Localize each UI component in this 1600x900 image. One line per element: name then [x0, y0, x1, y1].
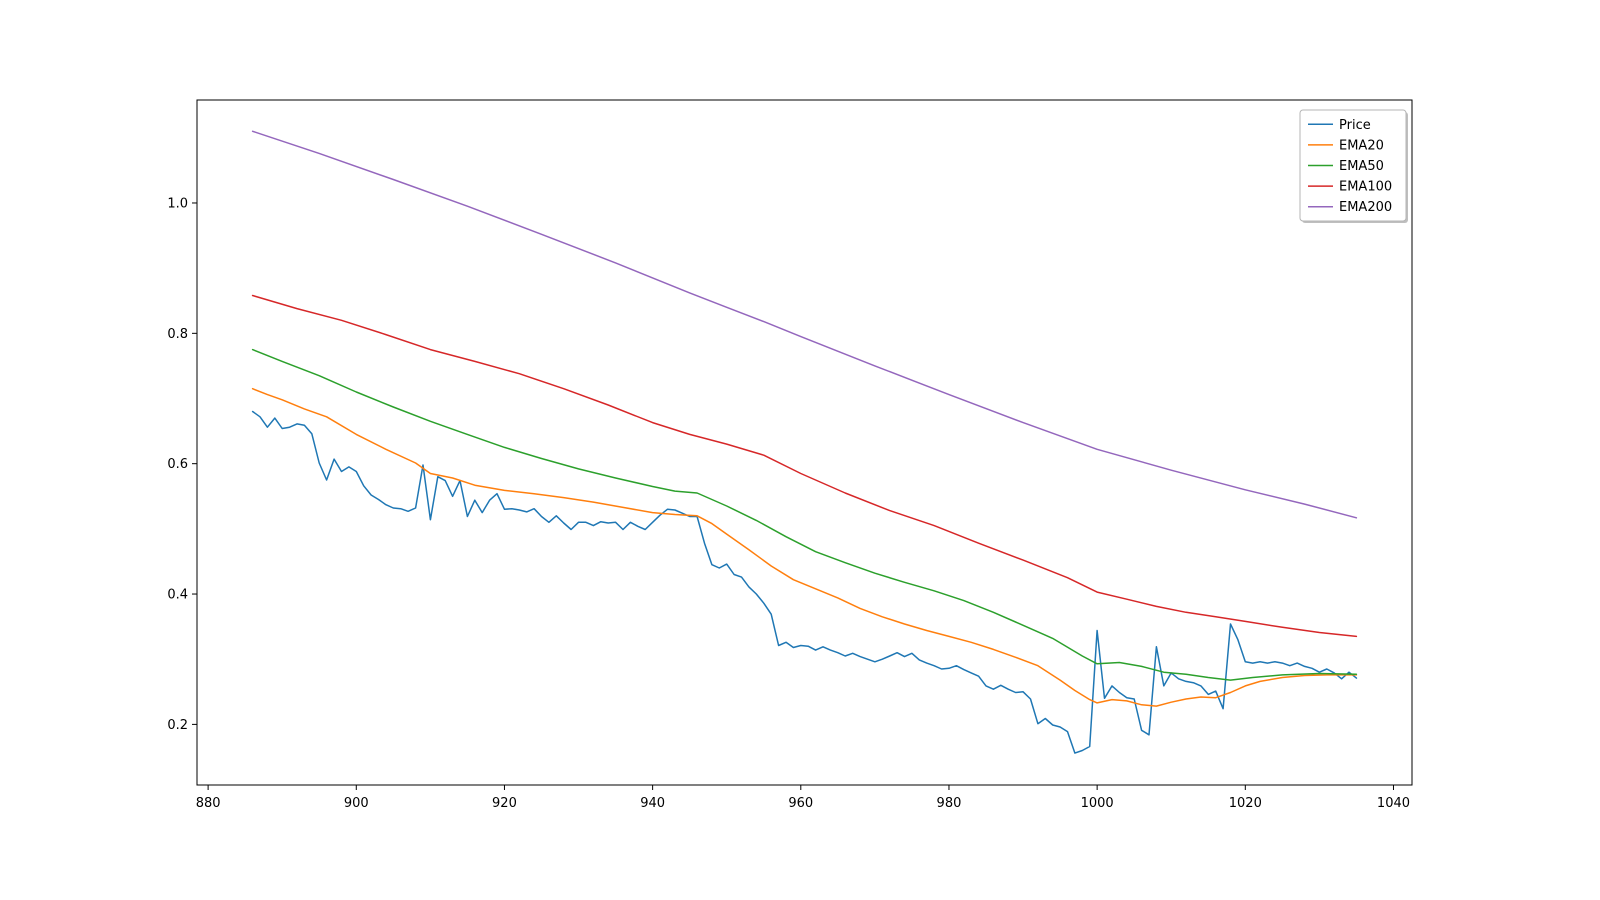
legend-label-ema20: EMA20 — [1339, 138, 1384, 153]
x-tick-label: 980 — [937, 796, 962, 811]
ema50-line — [251, 348, 1358, 681]
price-line — [251, 410, 1358, 754]
x-tick-label: 1000 — [1081, 796, 1114, 811]
legend-label-ema200: EMA200 — [1339, 200, 1392, 215]
x-tick-label: 1040 — [1377, 796, 1410, 811]
x-tick-label: 880 — [196, 796, 221, 811]
y-tick-label: 1.0 — [167, 196, 188, 211]
y-tick-label: 0.4 — [167, 588, 188, 603]
x-tick-label: 940 — [640, 796, 665, 811]
ema20-line — [251, 387, 1358, 707]
ema100-line — [251, 294, 1358, 638]
x-tick-label: 960 — [788, 796, 813, 811]
ema200-line — [251, 130, 1358, 519]
y-tick-label: 0.8 — [167, 327, 188, 342]
legend-label-price: Price — [1339, 118, 1371, 133]
y-tick-label: 0.6 — [167, 457, 188, 472]
plot-border — [196, 99, 1413, 786]
x-tick-label: 900 — [344, 796, 369, 811]
x-tick-label: 920 — [492, 796, 517, 811]
legend-label-ema100: EMA100 — [1339, 180, 1392, 195]
x-tick-label: 1020 — [1229, 796, 1262, 811]
legend-box — [1299, 109, 1407, 222]
legend-label-ema50: EMA50 — [1339, 159, 1384, 174]
y-tick-label: 0.2 — [167, 718, 188, 733]
